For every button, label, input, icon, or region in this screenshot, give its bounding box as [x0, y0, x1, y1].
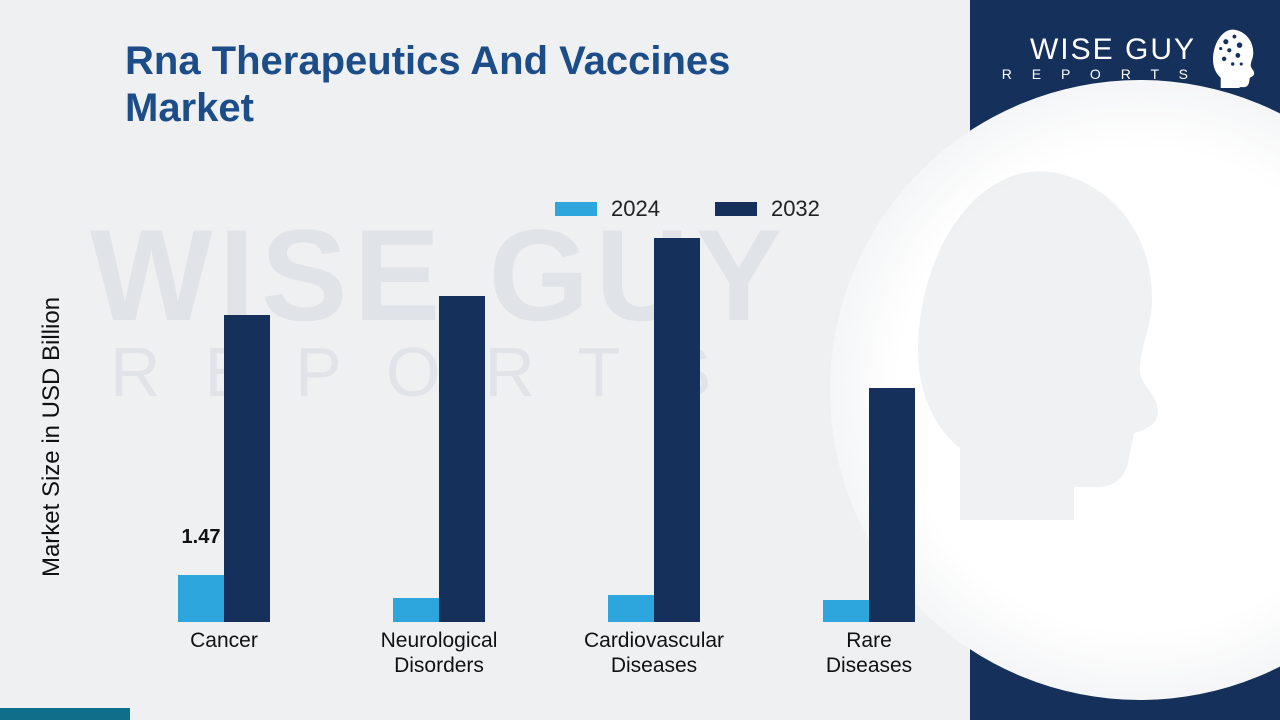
x-label-neurological-disorders: NeurologicalDisorders — [339, 628, 539, 678]
bar-2024-cardiovascular-diseases — [608, 595, 654, 622]
bar-2024-rare-diseases — [823, 600, 869, 622]
logo-main-text: WISE GUY — [1030, 35, 1196, 65]
bar-2024-neurological-disorders — [393, 598, 439, 622]
bar-2032-neurological-disorders — [439, 296, 485, 622]
legend-item-2032: 2032 — [715, 196, 820, 222]
legend-label-2032: 2032 — [771, 196, 820, 222]
legend-label-2024: 2024 — [611, 196, 660, 222]
legend-swatch-2024 — [555, 202, 597, 216]
bar-2032-rare-diseases — [869, 388, 915, 622]
chart-title: Rna Therapeutics And Vaccines Market — [125, 38, 805, 132]
brand-logo: WISE GUY R E P O R T S — [1002, 28, 1258, 88]
logo-head-icon — [1204, 28, 1258, 88]
plot-area: 1.47 — [148, 222, 960, 622]
chart-canvas: WISE GUY REPORTS WISE GUY R E P O R T S … — [0, 0, 1280, 720]
bottom-accent-bar — [0, 708, 130, 720]
x-label-cancer: Cancer — [124, 628, 324, 653]
chart-area: Market Size in USD Billion 1.47 CancerNe… — [100, 222, 960, 652]
bar-2032-cardiovascular-diseases — [654, 238, 700, 622]
bar-2024-cancer — [178, 575, 224, 622]
legend-swatch-2032 — [715, 202, 757, 216]
logo-sub-text: R E P O R T S — [1002, 67, 1196, 81]
x-label-cardiovascular-diseases: CardiovascularDiseases — [554, 628, 754, 678]
legend-item-2024: 2024 — [555, 196, 660, 222]
y-axis-label: Market Size in USD Billion — [38, 297, 66, 577]
value-label: 1.47 — [182, 526, 221, 549]
bar-2032-cancer — [224, 315, 270, 622]
legend: 2024 2032 — [555, 196, 820, 222]
x-label-rare-diseases: RareDiseases — [769, 628, 969, 678]
